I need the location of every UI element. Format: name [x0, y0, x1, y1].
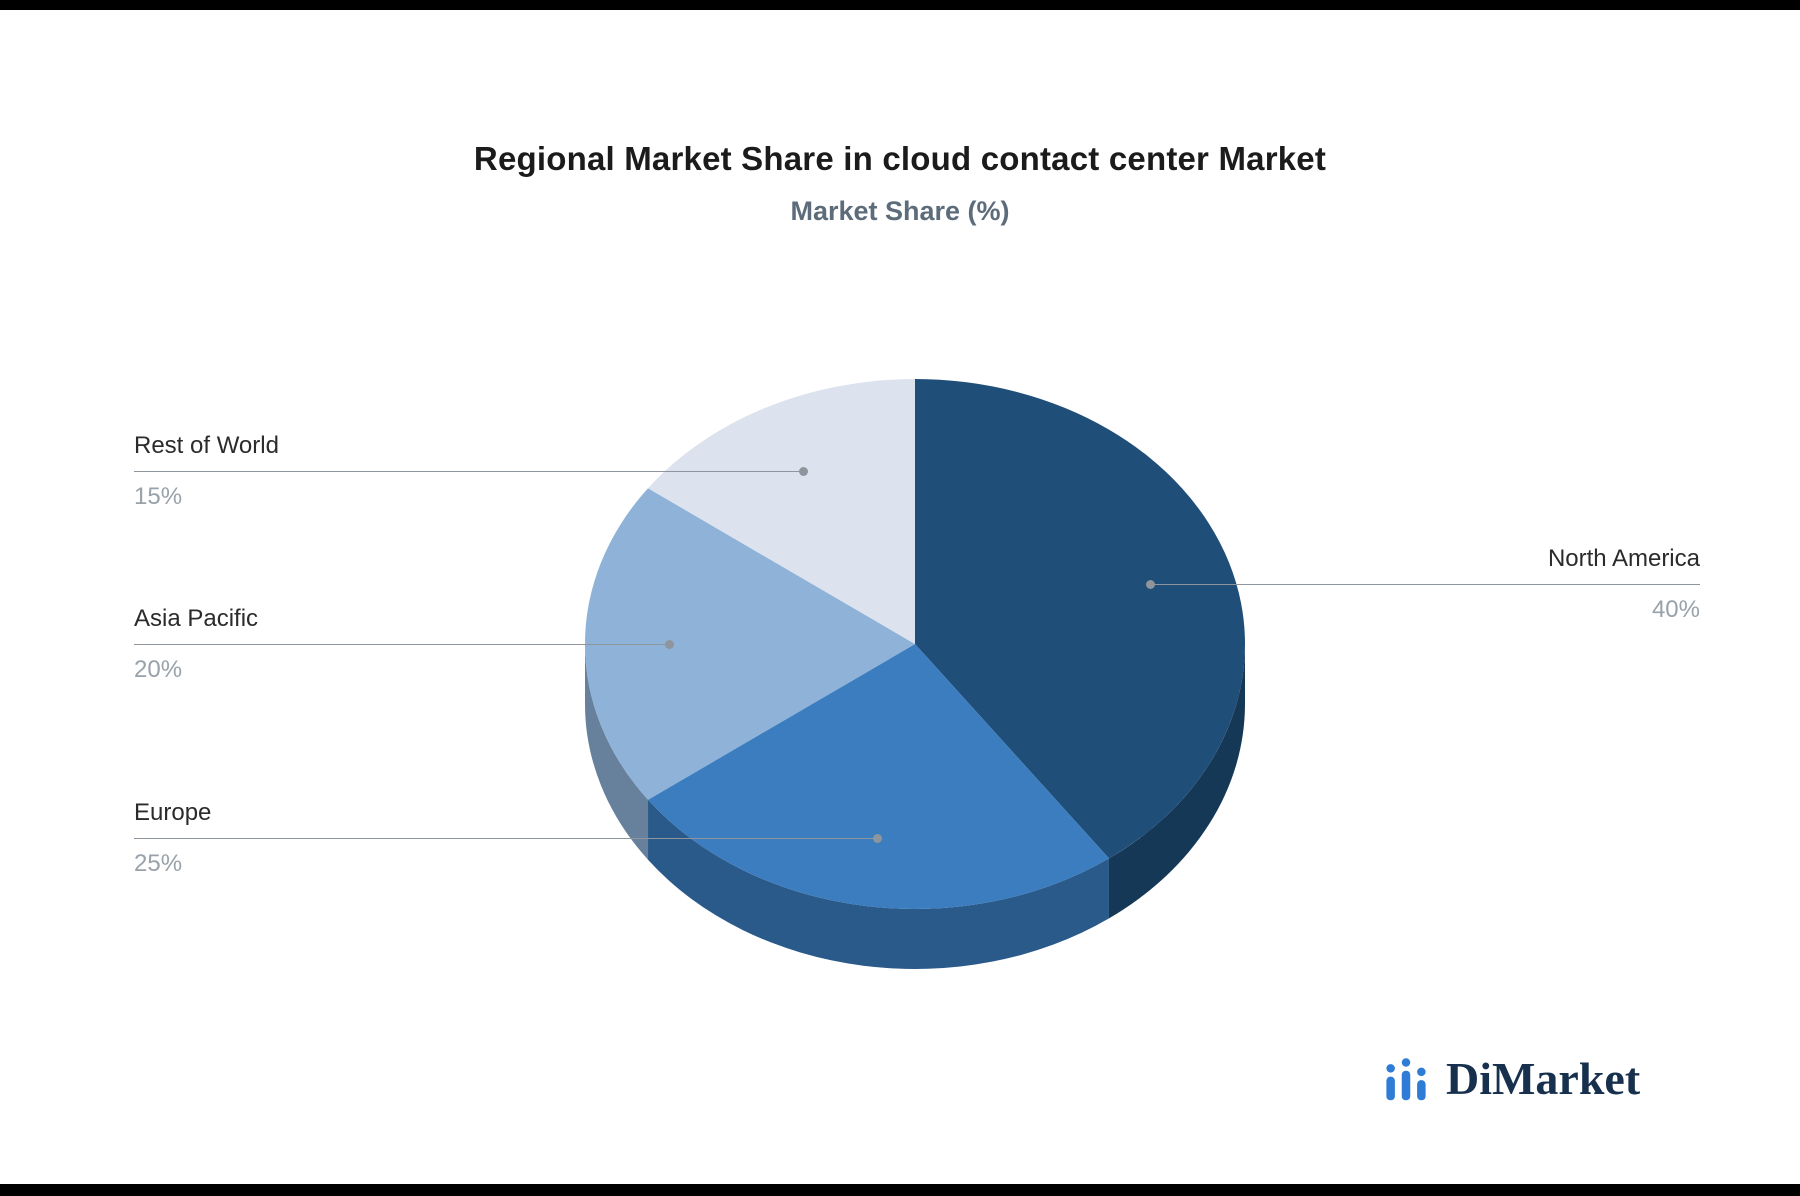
slice-label-north-america: North America [1547, 545, 1700, 572]
leader-line [134, 640, 674, 649]
chart-subtitle: Market Share (%) [790, 196, 1010, 226]
chart-title: Regional Market Share in cloud contact c… [473, 140, 1327, 177]
callout-north-america: North America 40% [1146, 545, 1700, 623]
callout-europe: Europe 25% [134, 799, 882, 877]
slice-value-north-america: 40% [1651, 596, 1700, 623]
leader-dot [1146, 580, 1155, 589]
leader-dot [799, 467, 808, 476]
top-border [0, 0, 1800, 10]
slice-value-rest-of-world: 15% [134, 483, 183, 510]
slice-label-europe: Europe [134, 799, 212, 826]
slice-value-asia-pacific: 20% [134, 656, 183, 683]
bottom-border [0, 1184, 1800, 1196]
callout-rest-of-world: Rest of World 15% [134, 432, 808, 510]
bar-chart-logo-icon [1386, 1057, 1426, 1100]
slice-label-asia-pacific: Asia Pacific [134, 605, 259, 632]
callout-asia-pacific: Asia Pacific 20% [134, 605, 674, 683]
brand-logo: DiMarket [1380, 1052, 1640, 1105]
brand-logo-text: DiMarket [1446, 1053, 1641, 1104]
leader-dot [665, 640, 674, 649]
leader-line [134, 834, 882, 843]
leader-line [134, 467, 808, 476]
leader-line [1146, 580, 1700, 589]
slice-label-rest-of-world: Rest of World [134, 432, 279, 459]
leader-dot [873, 834, 882, 843]
slice-value-europe: 25% [134, 850, 183, 877]
